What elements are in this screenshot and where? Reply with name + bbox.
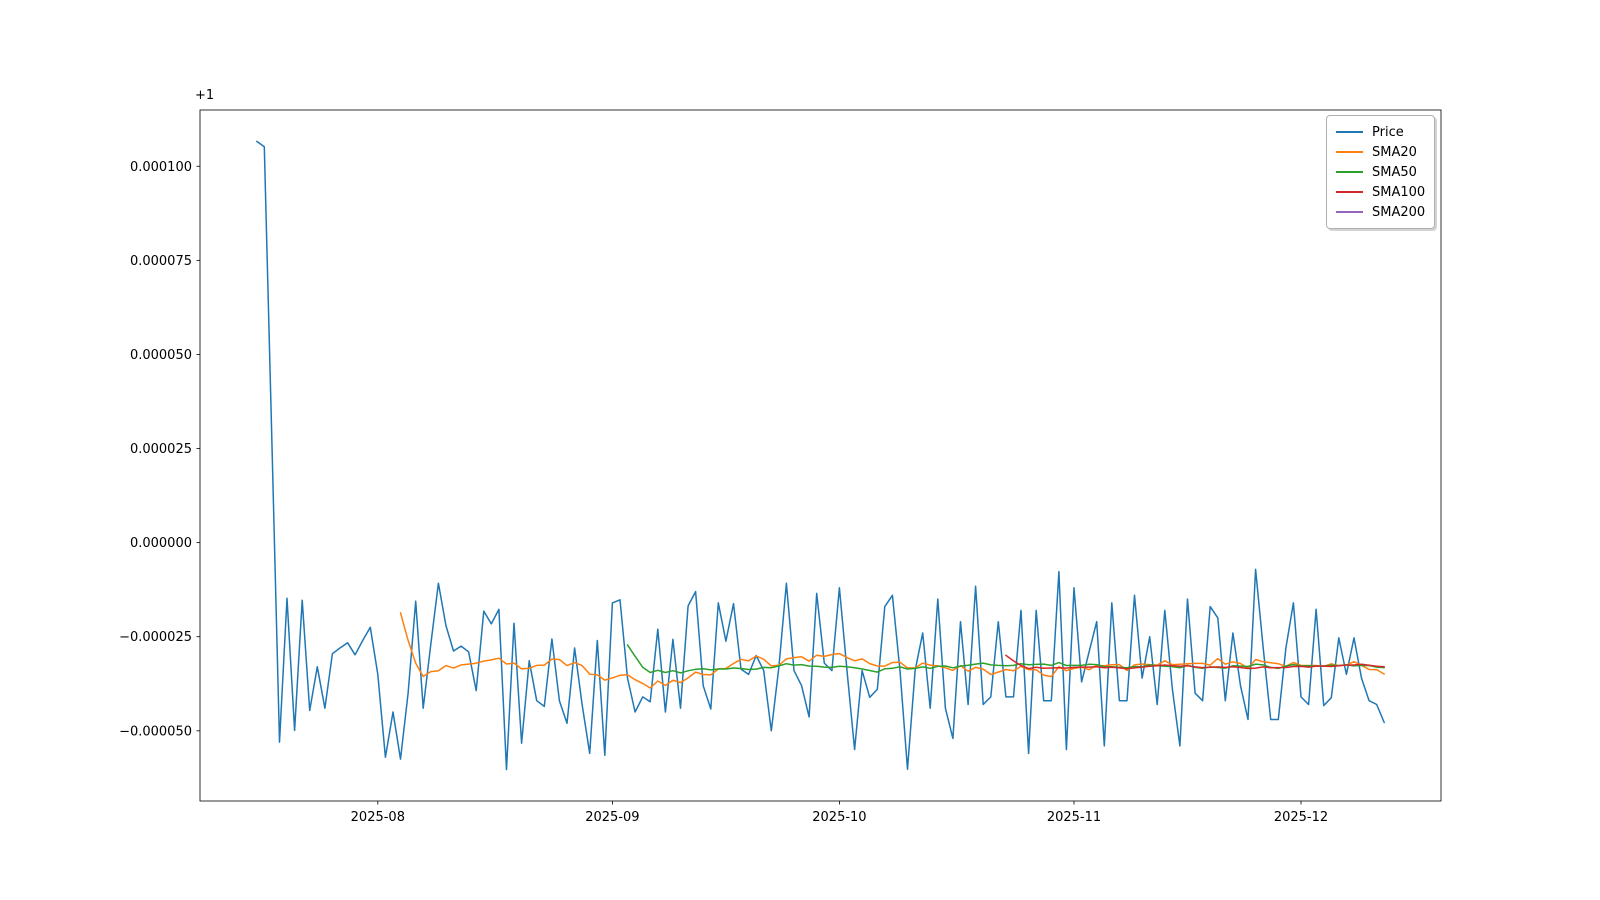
legend-label: SMA50 xyxy=(1372,164,1417,180)
price-line xyxy=(256,140,1385,771)
legend-item-sma100: SMA100 xyxy=(1336,182,1425,202)
x-tick-label: 2025-08 xyxy=(351,810,405,825)
legend-label: SMA100 xyxy=(1372,184,1426,200)
legend-label: SMA200 xyxy=(1372,204,1426,220)
x-tick-label: 2025-10 xyxy=(812,810,866,825)
plot-frame xyxy=(199,109,1442,802)
legend-label: SMA20 xyxy=(1372,144,1417,160)
y-tick-label: 0.000000 xyxy=(130,536,192,551)
y-tick-label: 0.000050 xyxy=(130,348,192,363)
legend-item-sma200: SMA200 xyxy=(1336,202,1425,222)
legend: Price SMA20 SMA50 SMA100 SMA200 xyxy=(1326,115,1436,229)
sma100-legend-swatch xyxy=(1336,191,1363,193)
sma50-line xyxy=(626,644,1385,674)
legend-label: Price xyxy=(1372,124,1404,140)
legend-item-sma20: SMA20 xyxy=(1336,142,1425,162)
x-tick-label: 2025-11 xyxy=(1047,810,1101,825)
y-tick-label: 0.000100 xyxy=(130,160,192,175)
sma20-legend-swatch xyxy=(1336,151,1363,153)
x-tick-label: 2025-12 xyxy=(1274,810,1328,825)
legend-item-sma50: SMA50 xyxy=(1336,162,1425,182)
price-legend-swatch xyxy=(1336,131,1363,133)
y-tick-label: −0.000050 xyxy=(119,724,192,739)
sma50-legend-swatch xyxy=(1336,171,1363,173)
y-axis-offset-label: +1 xyxy=(195,88,215,103)
sma100-line xyxy=(1005,654,1385,670)
legend-item-price: Price xyxy=(1336,122,1425,142)
y-tick-label: 0.000025 xyxy=(130,442,192,457)
x-tick-label: 2025-09 xyxy=(585,810,639,825)
y-tick-label: −0.000025 xyxy=(119,630,192,645)
sma20-line xyxy=(399,612,1385,689)
sma200-legend-swatch xyxy=(1336,211,1363,213)
y-tick-label: 0.000075 xyxy=(130,254,192,269)
